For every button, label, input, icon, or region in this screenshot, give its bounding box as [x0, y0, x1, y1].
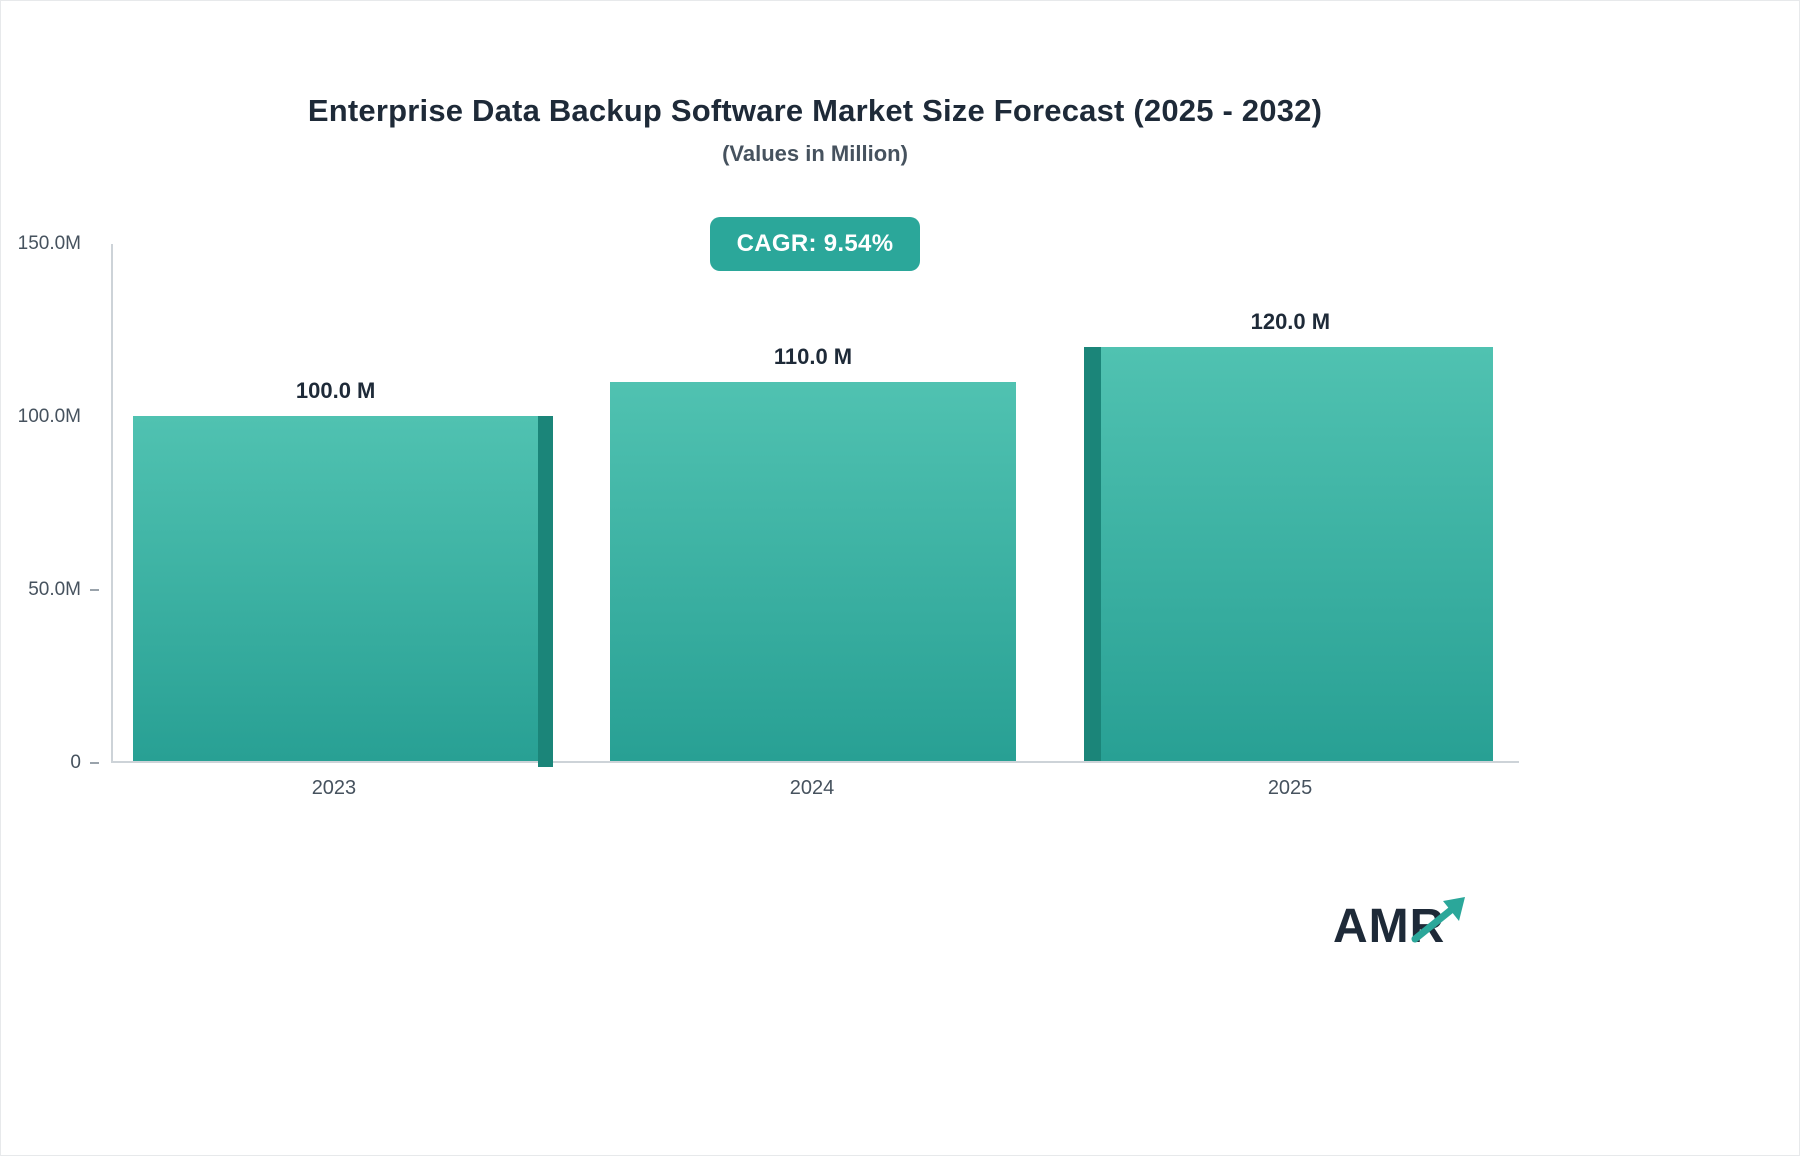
bar-value-label: 110.0 M: [773, 343, 853, 369]
x-label-2024: 2024: [789, 777, 835, 799]
x-axis: 2023 2024 2025: [111, 777, 1519, 800]
y-tick-50: 50.0M: [28, 579, 81, 601]
y-axis: 150.0M 100.0M 50.0M 0: [1, 233, 103, 773]
cagr-badge: CAGR: 9.54%: [709, 217, 921, 271]
y-tick-mark-0: [90, 762, 99, 764]
y-tick-0: 0: [70, 752, 81, 773]
bar-group-2024: 110.0 M: [610, 244, 1016, 761]
bar-chart: 150.0M 100.0M 50.0M 0 100.0 M 110.0 M 12…: [18, 233, 1519, 773]
x-label-2025: 2025: [1267, 777, 1313, 799]
bar-2025: [1083, 347, 1493, 761]
bar-value-label: 100.0 M: [295, 378, 376, 404]
chart-header: Enterprise Data Backup Software Market S…: [111, 93, 1519, 271]
y-tick-100: 100.0M: [17, 405, 81, 427]
plot-area: 100.0 M 110.0 M 120.0 M: [111, 244, 1519, 767]
bar-group-2025: 120.0 M: [1083, 244, 1493, 761]
growth-arrow-icon: [1411, 897, 1466, 943]
bar-group-2023: 100.0 M: [133, 244, 554, 767]
bars-row: 100.0 M 110.0 M 120.0 M: [113, 244, 1519, 767]
chart-title: Enterprise Data Backup Software Market S…: [307, 93, 1323, 128]
y-tick-150: 150.0M: [17, 233, 81, 254]
bar-value-label: 120.0 M: [1250, 309, 1331, 335]
bar-2024: [610, 381, 1016, 761]
amr-logo: AMR: [1333, 897, 1466, 954]
bar-2023: [133, 416, 554, 767]
chart-subtitle: (Values in Million): [722, 141, 908, 166]
y-tick-mark-50: [90, 589, 99, 592]
x-label-2023: 2023: [311, 777, 357, 799]
